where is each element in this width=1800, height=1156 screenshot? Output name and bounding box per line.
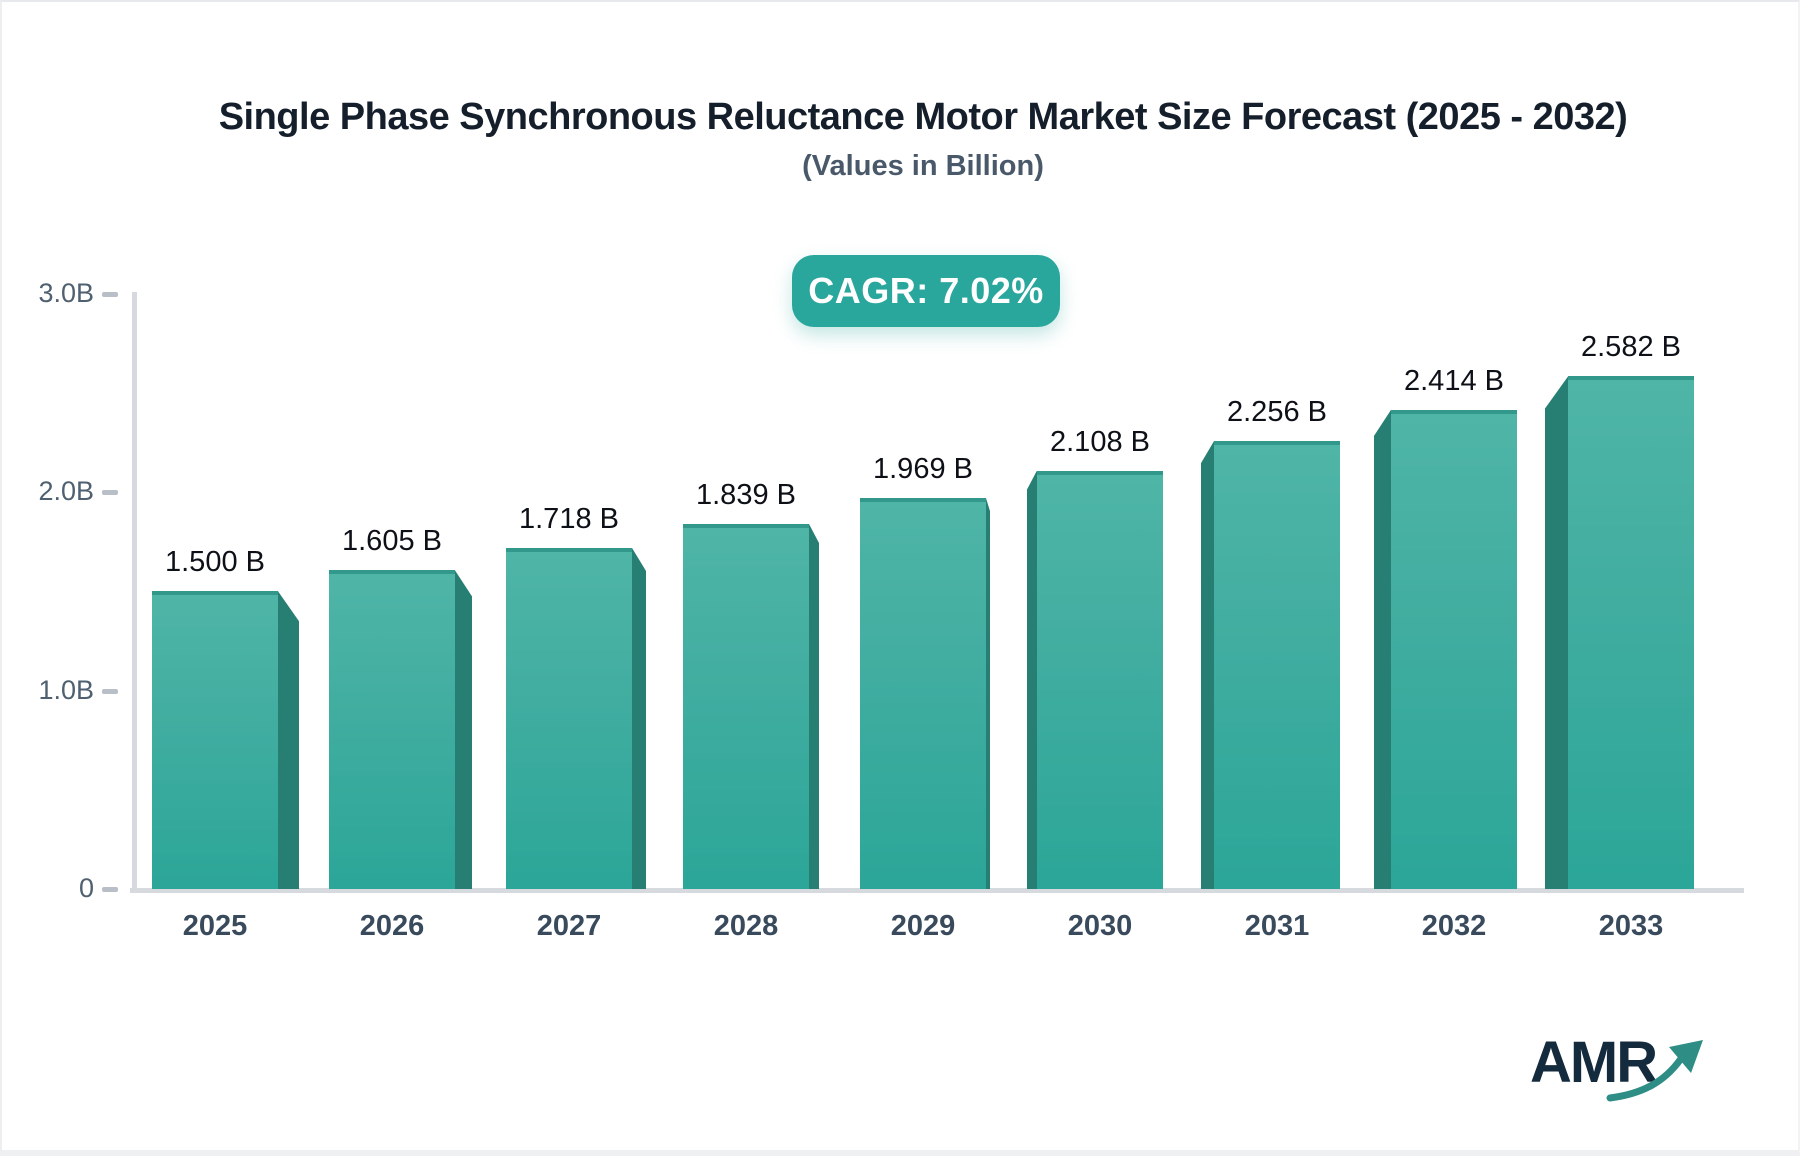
bar-side-3d xyxy=(632,547,646,889)
bar xyxy=(329,570,455,889)
bar-value-label: 2.582 B xyxy=(1581,331,1681,364)
x-axis-label: 2029 xyxy=(890,910,956,942)
bar-side-3d xyxy=(278,591,299,889)
bar-side-3d xyxy=(809,523,819,889)
x-axis-label: 2027 xyxy=(536,910,602,942)
bar xyxy=(1214,441,1340,889)
y-tick-dash xyxy=(102,490,118,495)
bar-side-3d xyxy=(1201,441,1214,889)
bar-value-label: 1.605 B xyxy=(342,525,442,558)
bar-side-3d xyxy=(986,498,990,889)
x-axis-line xyxy=(130,888,1744,893)
bar xyxy=(1568,376,1694,889)
bar-value-label: 2.256 B xyxy=(1227,396,1327,429)
x-axis-label: 2025 xyxy=(182,910,248,942)
x-axis-label: 2026 xyxy=(359,910,425,942)
x-axis-label: 2028 xyxy=(713,910,779,942)
bar xyxy=(1037,470,1163,889)
growth-arrow-icon xyxy=(1606,1040,1703,1102)
chart-subtitle: (Values in Billion) xyxy=(802,150,1044,182)
bar-side-3d xyxy=(1374,409,1391,889)
amr-logo: AMR xyxy=(1530,1034,1720,1114)
y-axis-line xyxy=(132,292,137,892)
bar-value-label: 2.414 B xyxy=(1404,364,1504,397)
chart-title: Single Phase Synchronous Reluctance Moto… xyxy=(218,96,1628,138)
y-tick-label: 2.0B xyxy=(38,476,94,506)
y-tick-label: 1.0B xyxy=(38,674,94,705)
y-tick-dash xyxy=(102,887,118,892)
y-tick-dash xyxy=(102,688,118,694)
bar-value-label: 2.108 B xyxy=(1050,425,1150,458)
x-axis-label: 2031 xyxy=(1244,910,1310,942)
x-axis-label: 2032 xyxy=(1421,910,1487,942)
x-axis-label: 2033 xyxy=(1598,910,1664,942)
y-tick-label: 3.0B xyxy=(38,277,94,308)
bar xyxy=(1391,409,1517,889)
y-tick-dash xyxy=(102,291,118,297)
bar xyxy=(506,547,632,889)
bar-value-label: 1.969 B xyxy=(873,453,973,486)
bar-value-label: 1.500 B xyxy=(165,546,265,579)
bar-side-3d xyxy=(1545,376,1568,889)
bar xyxy=(683,523,809,889)
bar-value-label: 1.839 B xyxy=(696,478,796,511)
y-tick-label: 0 xyxy=(78,873,94,903)
x-axis-label: 2030 xyxy=(1067,910,1133,942)
bar xyxy=(860,498,986,889)
amr-logo-text: AMR xyxy=(1530,1030,1658,1095)
bar-side-3d xyxy=(455,570,472,889)
bar xyxy=(152,591,278,889)
bar-value-label: 1.718 B xyxy=(519,502,619,535)
bar-side-3d xyxy=(1027,470,1037,889)
cagr-badge-label: CAGR: 7.02% xyxy=(808,270,1044,311)
cagr-badge: CAGR: 7.02% xyxy=(792,255,1060,327)
